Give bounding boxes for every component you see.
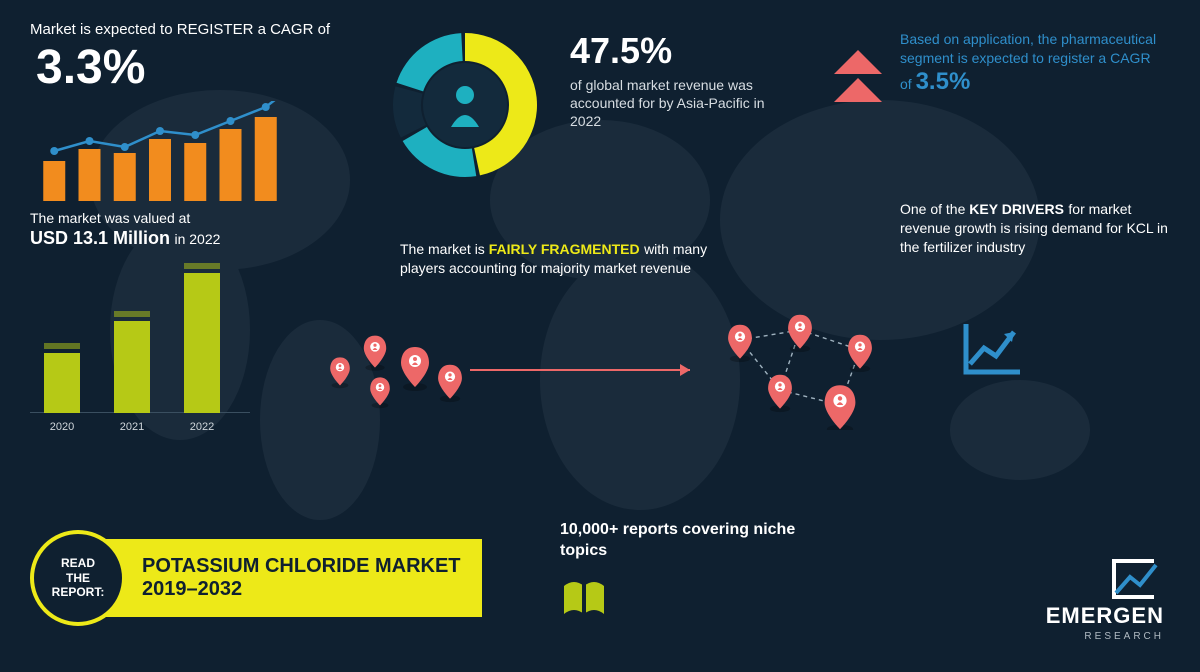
valuation-section: The market was valued at USD 13.1 Millio… [30, 210, 290, 429]
valuation-tail: in 2022 [174, 231, 220, 247]
logo: EMERGEN RESEARCH [1046, 555, 1164, 642]
donut-desc: of global market revenue was accounted f… [570, 76, 790, 131]
valuation-lead: The market was valued at [30, 210, 190, 226]
line-chart-icon [960, 320, 1024, 378]
donut-chart [380, 20, 550, 190]
pharma-section: Based on application, the pharmaceutical… [900, 30, 1170, 96]
donut-text: 47.5% of global market revenue was accou… [570, 30, 790, 131]
valuation-amount: USD 13.1 Million [30, 228, 170, 248]
logo-mark [1104, 555, 1164, 603]
double-arrow-up-icon [830, 50, 886, 120]
fragmented-section: The market is FAIRLY FRAGMENTED with man… [400, 240, 720, 278]
report-circle: READTHEREPORT: [30, 530, 126, 626]
reports-count-text: 10,000+ reports covering niche topics [560, 520, 820, 562]
report-banner: POTASSIUM CHLORIDE MARKET 2019–2032 [102, 539, 482, 617]
cagr-lead: Market is expected to REGISTER a CAGR of [30, 21, 330, 38]
valuation-text: The market was valued at USD 13.1 Millio… [30, 210, 290, 249]
market-pins-diagram [320, 310, 900, 430]
frag-lead: The market is [400, 241, 489, 257]
donut-svg [380, 20, 550, 190]
pharma-pct: 3.5% [916, 68, 971, 95]
drivers-section: One of the KEY DRIVERS for market revenu… [900, 200, 1170, 257]
cagr-pct: 3.3% [36, 41, 145, 94]
logo-name: EMERGEN [1046, 603, 1164, 629]
pharma-of: of [900, 76, 916, 92]
book-icon [560, 576, 608, 616]
drivers-lead: One of the [900, 201, 969, 217]
reports-count-section: 10,000+ reports covering niche topics [560, 520, 820, 621]
pharma-lead: Based on application, the pharmaceutical… [900, 31, 1156, 66]
drivers-highlight: KEY DRIVERS [969, 201, 1064, 217]
report-banner-section: READTHEREPORT: POTASSIUM CHLORIDE MARKET… [30, 530, 482, 626]
cagr-section: Market is expected to REGISTER a CAGR of… [30, 20, 370, 216]
valuation-chart: 202020212022 [30, 269, 250, 429]
donut-pct: 47.5% [570, 30, 790, 72]
logo-sub: RESEARCH [1046, 631, 1164, 642]
frag-highlight: FAIRLY FRAGMENTED [489, 241, 640, 257]
cagr-barchart [30, 101, 290, 211]
